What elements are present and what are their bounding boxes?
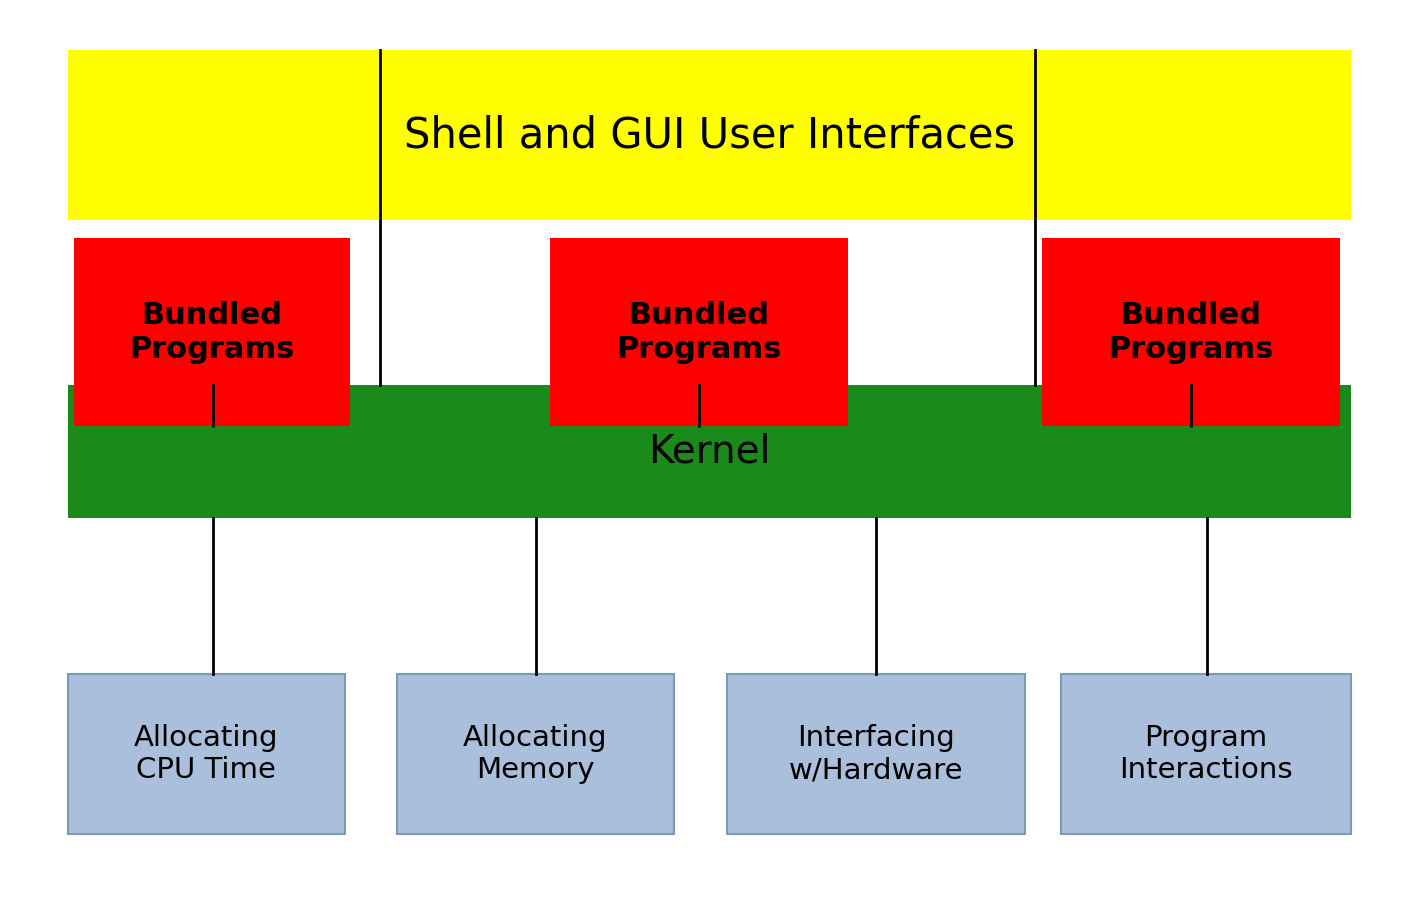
FancyBboxPatch shape [68, 674, 345, 834]
FancyBboxPatch shape [68, 385, 1351, 518]
Text: Kernel: Kernel [648, 433, 771, 470]
FancyBboxPatch shape [397, 674, 674, 834]
FancyBboxPatch shape [1061, 674, 1351, 834]
FancyBboxPatch shape [68, 50, 1351, 220]
FancyBboxPatch shape [74, 238, 350, 426]
Text: Bundled
Programs: Bundled Programs [617, 301, 781, 364]
FancyBboxPatch shape [550, 238, 848, 426]
Text: Allocating
Memory: Allocating Memory [464, 724, 607, 784]
FancyBboxPatch shape [1042, 238, 1340, 426]
FancyBboxPatch shape [727, 674, 1025, 834]
Text: Shell and GUI User Interfaces: Shell and GUI User Interfaces [404, 115, 1015, 156]
Text: Bundled
Programs: Bundled Programs [1109, 301, 1273, 364]
Text: Bundled
Programs: Bundled Programs [129, 301, 295, 364]
Text: Interfacing
w/Hardware: Interfacing w/Hardware [788, 724, 964, 784]
Text: Allocating
CPU Time: Allocating CPU Time [135, 724, 278, 784]
Text: Program
Interactions: Program Interactions [1119, 724, 1293, 784]
